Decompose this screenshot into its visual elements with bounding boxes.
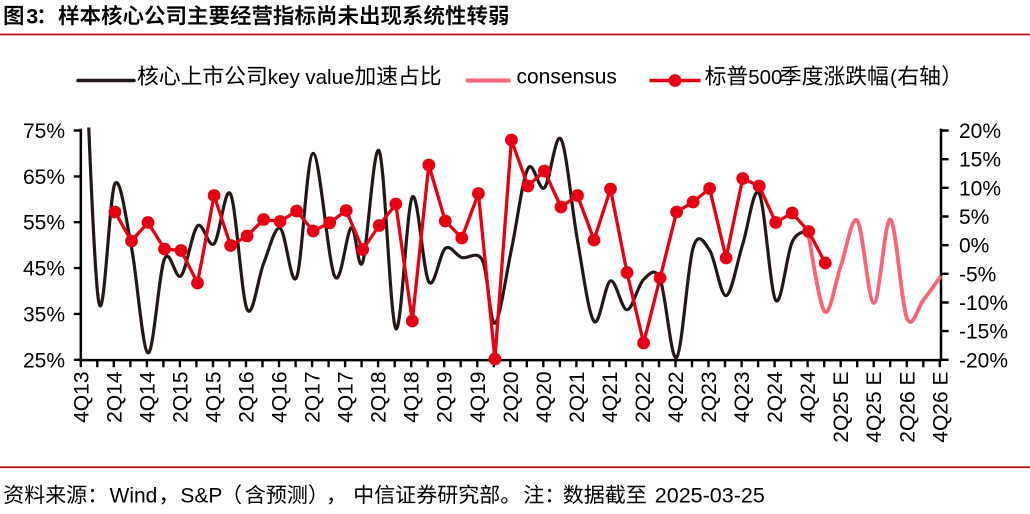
svg-text:500: 500: [748, 66, 782, 89]
svg-text:45%: 45%: [23, 258, 65, 281]
svg-text:4Q18: 4Q18: [401, 372, 424, 423]
svg-text:(: (: [890, 66, 897, 89]
svg-text:2Q22: 2Q22: [632, 372, 655, 423]
svg-text:20%: 20%: [959, 120, 1001, 143]
svg-text:15%: 15%: [959, 149, 1001, 172]
svg-text:35%: 35%: [23, 303, 65, 326]
svg-text:2Q15: 2Q15: [169, 372, 192, 423]
svg-text:4Q24: 4Q24: [797, 371, 820, 423]
svg-text:2Q23: 2Q23: [698, 372, 721, 423]
svg-text:4Q15: 4Q15: [203, 372, 226, 423]
svg-text:-15%: -15%: [959, 321, 1008, 344]
svg-text:4Q17: 4Q17: [335, 372, 358, 423]
svg-text:2Q24: 2Q24: [764, 371, 787, 423]
svg-text:4Q16: 4Q16: [269, 372, 292, 423]
svg-text:-5%: -5%: [959, 263, 996, 286]
svg-text:3: 3: [26, 4, 38, 28]
svg-text:4Q19: 4Q19: [467, 372, 490, 423]
svg-text:S&P: S&P: [180, 484, 222, 507]
svg-text:0%: 0%: [959, 235, 989, 258]
svg-text:5%: 5%: [959, 206, 989, 229]
svg-text:2Q16: 2Q16: [236, 372, 259, 423]
svg-text:-10%: -10%: [959, 292, 1008, 315]
svg-text:25%: 25%: [23, 349, 65, 372]
svg-text:2Q14: 2Q14: [103, 371, 126, 423]
svg-text:2Q18: 2Q18: [368, 372, 391, 423]
svg-text:55%: 55%: [23, 212, 65, 235]
svg-text:10%: 10%: [959, 177, 1001, 200]
svg-text:2Q17: 2Q17: [302, 372, 325, 423]
svg-text:2Q25 E: 2Q25 E: [830, 372, 853, 443]
svg-text:65%: 65%: [23, 166, 65, 189]
svg-text:2025-03-25: 2025-03-25: [655, 483, 765, 507]
svg-text:2Q20: 2Q20: [500, 372, 523, 423]
svg-text:4Q20: 4Q20: [533, 372, 556, 423]
svg-text:-20%: -20%: [959, 349, 1008, 372]
svg-text:4Q21: 4Q21: [599, 372, 622, 423]
svg-text:Wind: Wind: [110, 484, 158, 507]
svg-text:4Q13: 4Q13: [70, 372, 93, 423]
svg-text:4Q14: 4Q14: [136, 371, 159, 423]
svg-text:key value: key value: [268, 66, 355, 89]
svg-text:2Q21: 2Q21: [566, 372, 589, 423]
svg-text:2Q26 E: 2Q26 E: [896, 372, 919, 443]
svg-text:4Q25 E: 4Q25 E: [863, 372, 886, 443]
svg-text:4Q22: 4Q22: [665, 372, 688, 423]
svg-text:4Q23: 4Q23: [731, 372, 754, 423]
svg-text:4Q26 E: 4Q26 E: [929, 372, 952, 443]
svg-text:2Q19: 2Q19: [434, 372, 457, 423]
svg-text:consensus: consensus: [517, 66, 617, 89]
svg-text:75%: 75%: [23, 120, 65, 143]
